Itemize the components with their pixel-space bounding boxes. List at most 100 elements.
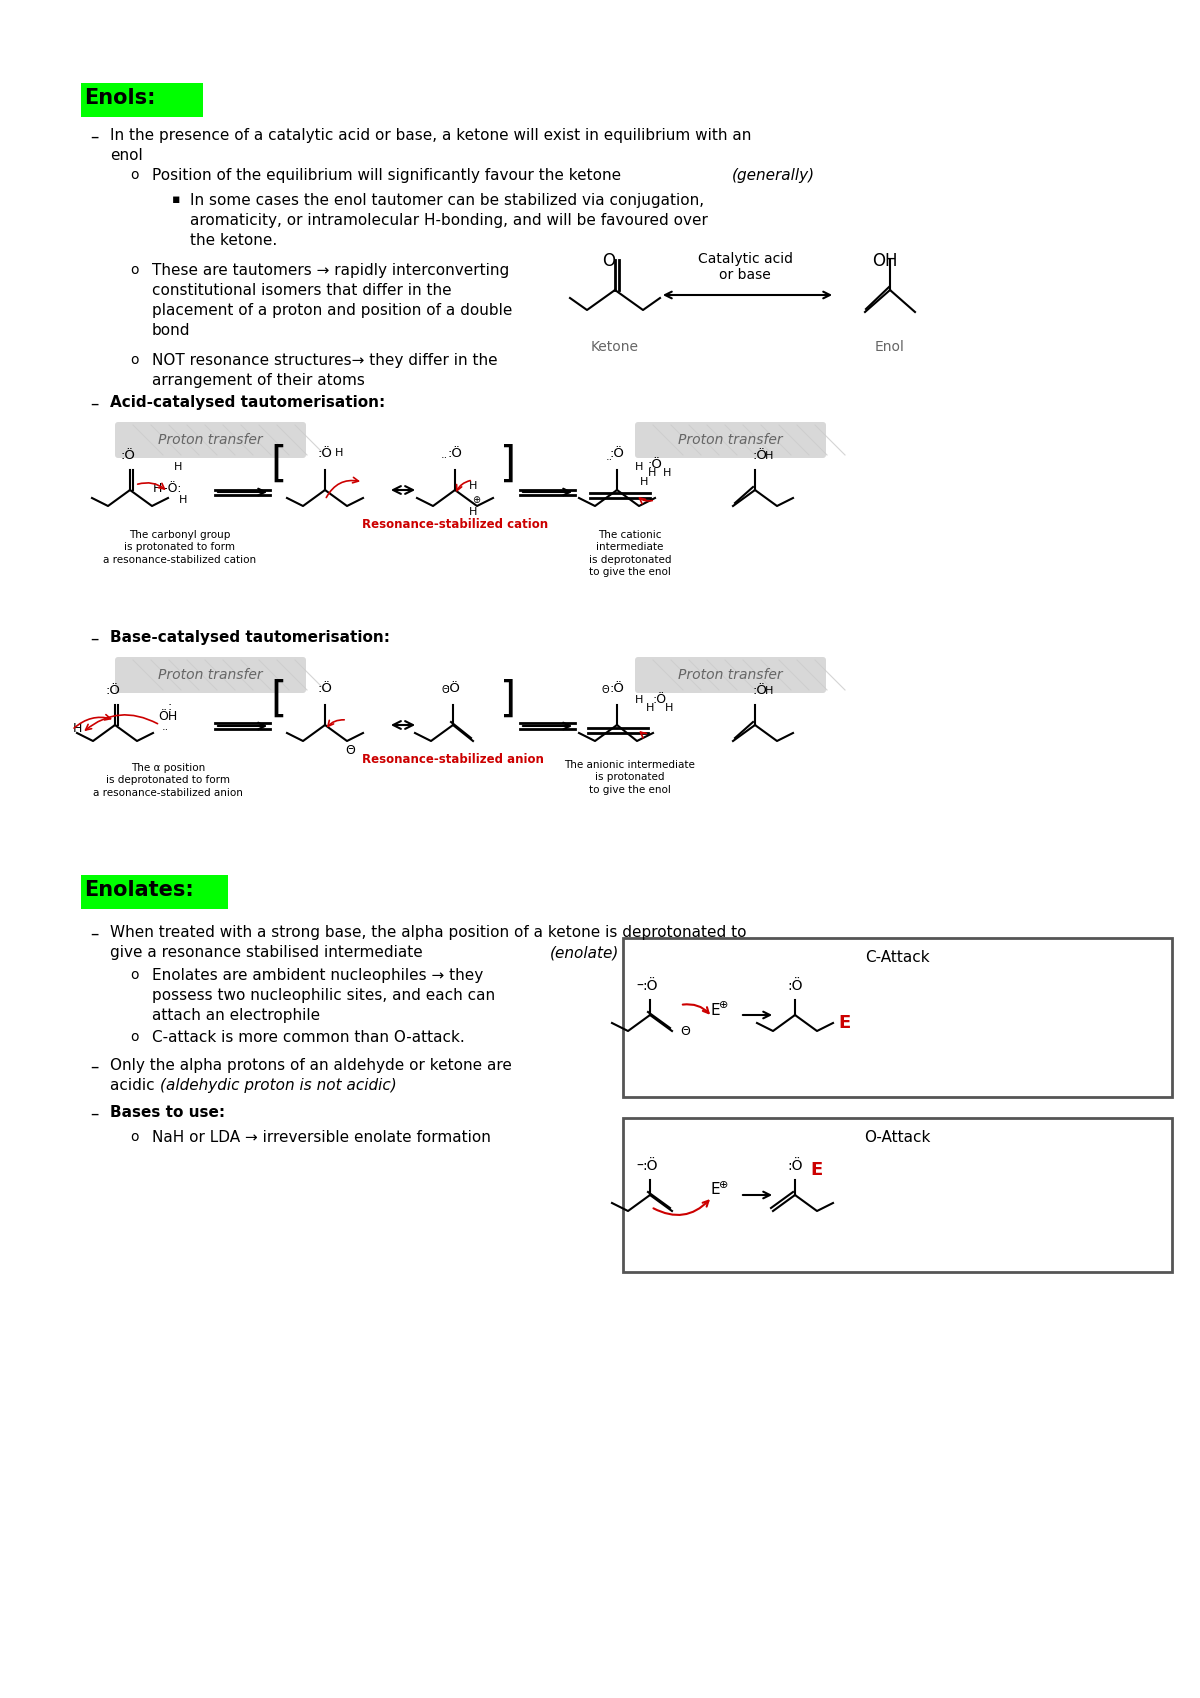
Text: The α position
is deprotonated to form
a resonance-stabilized anion: The α position is deprotonated to form a… xyxy=(94,762,242,798)
Text: Enol: Enol xyxy=(875,340,905,353)
Text: ⊕: ⊕ xyxy=(719,1180,728,1190)
Text: o: o xyxy=(130,353,138,367)
Text: In the presence of a catalytic acid or base, a ketone will exist in equilibrium : In the presence of a catalytic acid or b… xyxy=(110,127,751,143)
Text: Enolates:: Enolates: xyxy=(84,880,193,900)
Text: –: – xyxy=(90,127,98,146)
Text: give a resonance stabilised intermediate: give a resonance stabilised intermediate xyxy=(110,946,427,959)
Text: ⊕: ⊕ xyxy=(719,1000,728,1010)
Text: Enols:: Enols: xyxy=(84,88,156,109)
Text: Θ: Θ xyxy=(680,1026,690,1037)
Text: placement of a proton and position of a double: placement of a proton and position of a … xyxy=(152,302,512,318)
Text: Resonance-stabilized anion: Resonance-stabilized anion xyxy=(362,752,544,766)
Text: :Ö: :Ö xyxy=(448,447,462,460)
Text: o: o xyxy=(130,1129,138,1144)
Text: Proton transfer: Proton transfer xyxy=(157,433,263,447)
Text: aromaticity, or intramolecular H-bonding, and will be favoured over: aromaticity, or intramolecular H-bonding… xyxy=(190,212,708,228)
Text: Proton transfer: Proton transfer xyxy=(157,667,263,683)
Text: H: H xyxy=(665,703,673,713)
Text: –: – xyxy=(90,1058,98,1077)
Text: [: [ xyxy=(270,679,286,722)
Text: ..: .. xyxy=(440,450,448,460)
Text: Ketone: Ketone xyxy=(592,340,640,353)
Text: NOT resonance structures→ they differ in the: NOT resonance structures→ they differ in… xyxy=(152,353,498,368)
Text: enol: enol xyxy=(110,148,143,163)
Text: o: o xyxy=(130,1031,138,1044)
Text: Proton transfer: Proton transfer xyxy=(678,667,782,683)
Text: ▪: ▪ xyxy=(172,194,180,205)
Text: H: H xyxy=(646,703,654,713)
Text: o: o xyxy=(130,968,138,981)
Text: The carbonyl group
is protonated to form
a resonance-stabilized cation: The carbonyl group is protonated to form… xyxy=(103,530,257,565)
Text: (generally): (generally) xyxy=(732,168,815,183)
Text: E: E xyxy=(838,1014,851,1032)
Text: Proton transfer: Proton transfer xyxy=(678,433,782,447)
Text: Catalytic acid: Catalytic acid xyxy=(697,251,792,267)
Text: ..: .. xyxy=(606,452,613,462)
Text: H: H xyxy=(635,462,643,472)
Text: OH: OH xyxy=(872,251,898,270)
Text: :Ö: :Ö xyxy=(648,458,662,470)
Text: or base: or base xyxy=(719,268,770,282)
Text: H: H xyxy=(640,477,648,487)
Text: –: – xyxy=(90,925,98,942)
FancyBboxPatch shape xyxy=(82,83,203,117)
Text: :Ö: :Ö xyxy=(106,684,120,696)
Text: Θ: Θ xyxy=(601,684,608,694)
Text: the ketone.: the ketone. xyxy=(190,233,277,248)
Text: –: – xyxy=(636,1160,643,1173)
Text: E: E xyxy=(710,1182,720,1197)
Text: The anionic intermediate
is protonated
to give the enol: The anionic intermediate is protonated t… xyxy=(564,761,696,795)
Text: O-Attack: O-Attack xyxy=(864,1129,930,1144)
Text: –: – xyxy=(90,1105,98,1122)
Text: E: E xyxy=(710,1002,720,1017)
Text: :: : xyxy=(168,700,172,713)
Text: Θ: Θ xyxy=(442,684,449,694)
Text: (aldehydic proton is not acidic): (aldehydic proton is not acidic) xyxy=(160,1078,397,1094)
Text: arrangement of their atoms: arrangement of their atoms xyxy=(152,374,365,389)
Text: ]: ] xyxy=(500,443,516,486)
Text: H: H xyxy=(469,481,478,491)
Text: ⊕: ⊕ xyxy=(472,496,480,504)
Text: :Ö: :Ö xyxy=(610,683,624,694)
FancyBboxPatch shape xyxy=(115,657,306,693)
Text: :Ö: :Ö xyxy=(752,684,768,696)
Text: o: o xyxy=(130,263,138,277)
Text: –: – xyxy=(90,396,98,413)
Text: H: H xyxy=(72,722,82,735)
Text: :Ö: :Ö xyxy=(445,683,461,694)
Text: Position of the equilibrium will significantly favour the ketone: Position of the equilibrium will signifi… xyxy=(152,168,626,183)
Text: C-Attack: C-Attack xyxy=(865,949,929,964)
Text: H: H xyxy=(469,508,478,516)
Text: ..: .. xyxy=(162,722,169,732)
Text: These are tautomers → rapidly interconverting: These are tautomers → rapidly interconve… xyxy=(152,263,509,278)
Text: When treated with a strong base, the alpha position of a ketone is deprotonated : When treated with a strong base, the alp… xyxy=(110,925,746,941)
Text: H: H xyxy=(174,462,182,472)
Text: H–Ö:: H–Ö: xyxy=(154,482,182,494)
Text: attach an electrophile: attach an electrophile xyxy=(152,1009,320,1022)
Text: Resonance-stabilized cation: Resonance-stabilized cation xyxy=(362,518,548,531)
Text: acidic: acidic xyxy=(110,1078,160,1094)
FancyBboxPatch shape xyxy=(115,423,306,458)
FancyBboxPatch shape xyxy=(623,937,1172,1097)
Text: :Ö: :Ö xyxy=(318,683,332,694)
Text: :Ö: :Ö xyxy=(787,980,803,993)
FancyBboxPatch shape xyxy=(623,1117,1172,1272)
Text: The cationic
intermediate
is deprotonated
to give the enol: The cationic intermediate is deprotonate… xyxy=(589,530,671,577)
Text: In some cases the enol tautomer can be stabilized via conjugation,: In some cases the enol tautomer can be s… xyxy=(190,194,704,207)
Text: H: H xyxy=(766,452,773,460)
Text: :Ö: :Ö xyxy=(610,447,624,460)
Text: [: [ xyxy=(270,443,286,486)
FancyBboxPatch shape xyxy=(635,657,826,693)
Text: Bases to use:: Bases to use: xyxy=(110,1105,226,1121)
Text: Acid-catalysed tautomerisation:: Acid-catalysed tautomerisation: xyxy=(110,396,385,409)
Text: NaH or LDA → irreversible enolate formation: NaH or LDA → irreversible enolate format… xyxy=(152,1129,491,1144)
Text: O: O xyxy=(602,251,616,270)
Text: –: – xyxy=(90,630,98,649)
Text: :Ö: :Ö xyxy=(752,448,768,462)
Text: :Ö: :Ö xyxy=(787,1160,803,1173)
Text: ]: ] xyxy=(500,679,516,722)
Text: :Ö: :Ö xyxy=(642,980,658,993)
Text: H: H xyxy=(648,469,656,479)
Text: :Ö: :Ö xyxy=(120,448,136,462)
FancyBboxPatch shape xyxy=(635,423,826,458)
